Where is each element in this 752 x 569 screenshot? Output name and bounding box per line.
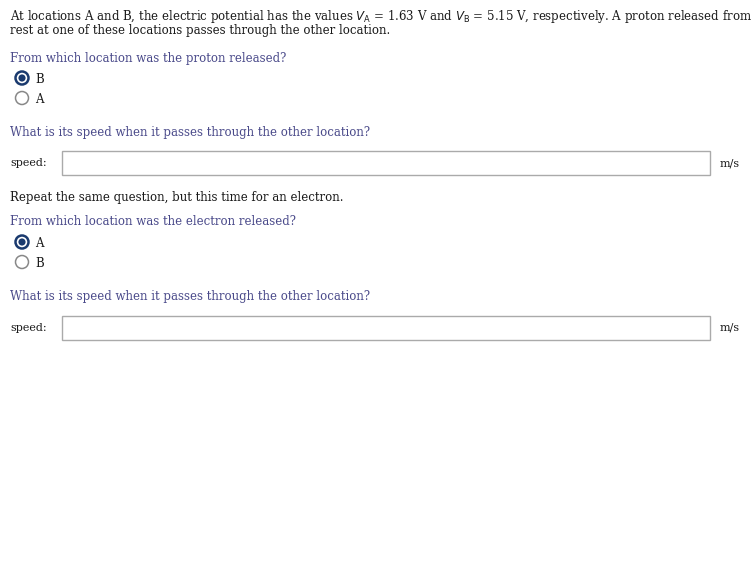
Text: Repeat the same question, but this time for an electron.: Repeat the same question, but this time …: [10, 191, 344, 204]
Text: rest at one of these locations passes through the other location.: rest at one of these locations passes th…: [10, 24, 390, 37]
Text: speed:: speed:: [10, 323, 47, 333]
Text: A: A: [35, 237, 44, 250]
Circle shape: [19, 238, 26, 246]
FancyBboxPatch shape: [62, 316, 710, 340]
Text: A: A: [35, 93, 44, 106]
Text: m/s: m/s: [720, 323, 740, 333]
Text: From which location was the proton released?: From which location was the proton relea…: [10, 52, 287, 65]
Text: At locations A and B, the electric potential has the values $V_\mathrm{A}$ = 1.6: At locations A and B, the electric poten…: [10, 8, 752, 25]
FancyBboxPatch shape: [62, 151, 710, 175]
Text: B: B: [35, 73, 44, 86]
Text: B: B: [35, 257, 44, 270]
Text: What is its speed when it passes through the other location?: What is its speed when it passes through…: [10, 126, 370, 139]
Circle shape: [19, 75, 26, 81]
Text: speed:: speed:: [10, 158, 47, 168]
Text: m/s: m/s: [720, 158, 740, 168]
Text: From which location was the electron released?: From which location was the electron rel…: [10, 215, 296, 228]
Text: What is its speed when it passes through the other location?: What is its speed when it passes through…: [10, 290, 370, 303]
